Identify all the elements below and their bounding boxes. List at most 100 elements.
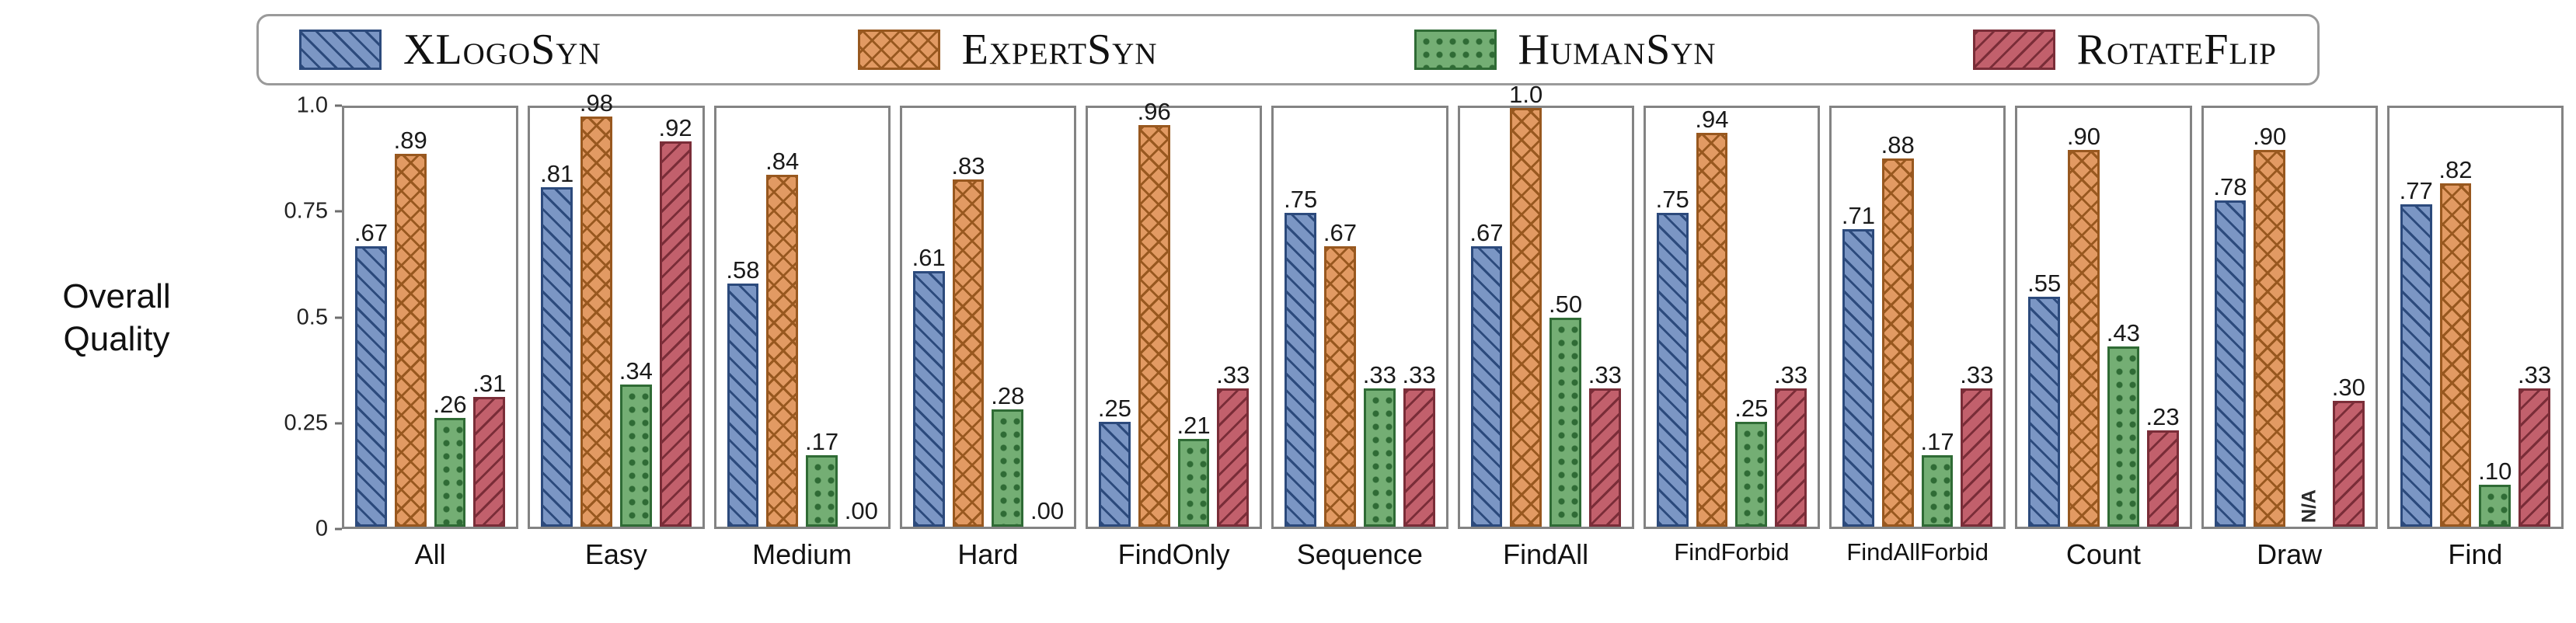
bar-value-label: .55 (2027, 269, 2062, 297)
bar-value-label: .33 (1216, 361, 1250, 389)
y-tick-label: 0.75 (284, 198, 328, 224)
legend-label: ExpertSyn (961, 26, 1158, 74)
y-tick-mark (335, 316, 342, 318)
x-tick-label: All (414, 538, 446, 570)
bar-group: .75 .94 .25.33 (1646, 106, 1818, 527)
bar-slot: .00 (845, 108, 878, 527)
bar-rotateflip-findforbid: .33 (1774, 361, 1807, 527)
bar-value-label: .61 (912, 244, 946, 272)
bar-slot: .33 (1363, 108, 1396, 527)
bar-slot: .58 (726, 108, 759, 527)
subplots: .67 .89 .26.31 All .81 .98 .34 .92 Easy .58 .84 .17… (342, 81, 2564, 571)
bar-humansyn-all: .26 (433, 391, 467, 527)
bar-value-label: .50 (1548, 290, 1583, 318)
bar-value-label: .83 (951, 151, 985, 179)
legend-label: XLogoSyn (403, 26, 601, 74)
legend-label: RotateFlip (2076, 26, 2277, 74)
legend-swatch-dots-icon (1413, 30, 1497, 70)
bar-slot: .10 (2478, 108, 2512, 527)
bar-slot: .67 (1469, 108, 1503, 527)
bar-value-label: .33 (1774, 361, 1808, 389)
x-tick-label: Sequence (1296, 538, 1423, 570)
bar-value-label: .94 (1695, 106, 1729, 134)
subplot-findforbid: .75 .94 .25.33 FindForbid (1643, 106, 1820, 571)
y-tick-mark (335, 527, 342, 531)
bar-value-label: .67 (354, 218, 388, 246)
bar-slot: .71 (1842, 108, 1875, 527)
bar-xlogosyn-findall: .67 (1469, 219, 1503, 527)
bar-group: .58 .84 .17 .00 (716, 108, 888, 527)
subplot-findonly: .25 .96 .21.33 FindOnly (1086, 98, 1263, 571)
bar-xlogosyn-find: .77 (2400, 177, 2433, 527)
plot-area: .75 .94 .25.33 (1643, 106, 1820, 529)
bar-slot: .33 (1960, 108, 1994, 527)
bar-value-label: .75 (1284, 185, 1318, 213)
bar-slot: .67 (354, 108, 388, 527)
x-tick-label: Easy (584, 538, 647, 570)
bar-humansyn-sequence: .33 (1363, 361, 1396, 527)
bar-xlogosyn-sequence: .75 (1284, 186, 1317, 527)
plot-area: .67 1.0 .50 .33 (1457, 81, 1634, 529)
plot-area: .71 .88 .17 .33 (1829, 106, 2006, 529)
x-tick-label: Hard (957, 538, 1019, 570)
bar-value-label: .33 (1960, 361, 1994, 389)
bar-value-label: .33 (2518, 361, 2552, 389)
bar-slot: .28 (991, 108, 1025, 527)
legend-swatch-back-diagonal-icon (1972, 30, 2055, 70)
bar-value-label: .81 (540, 160, 574, 188)
bar-slot: .89 (394, 108, 427, 527)
bar-slot: .33 (1588, 108, 1622, 527)
bar-expertsyn-findall: 1.0 (1509, 81, 1542, 527)
subplot-findall: .67 1.0 .50 .33 FindAll (1457, 81, 1634, 571)
bar-value-label: .96 (1137, 97, 1171, 125)
bar-value-label: .10 (2478, 458, 2512, 486)
bar-slot: .94 (1695, 106, 1729, 527)
subplot-medium: .58 .84 .17 .00 Medium (713, 106, 891, 571)
bar-chart-figure: XLogoSyn ExpertSyn HumanSyn RotateFlip Over… (0, 14, 2576, 623)
bar-slot: .33 (1774, 108, 1807, 527)
subplot-count: .55 .90 .43 .23 Count (2015, 106, 2192, 571)
plot-area: .67 .89 .26.31 (342, 106, 519, 529)
subplot-findallforbid: .71 .88 .17 .33 FindAllForbid (1829, 106, 2006, 571)
legend-entry-humansyn: HumanSyn (1413, 25, 1717, 75)
legend-entry-expertsyn: ExpertSyn (857, 25, 1158, 75)
bar-group: .75.67 .33.33 (1274, 108, 1445, 527)
bar-slot: .43 (2107, 108, 2140, 527)
bar-value-label: .23 (2146, 403, 2180, 431)
bar-value-label: .33 (1402, 361, 1436, 389)
bar-slot: .25 (1734, 108, 1768, 527)
bar-rotateflip-easy: .92 (659, 114, 692, 527)
bar-slot: .77 (2400, 108, 2433, 527)
bar-value-label: .28 (991, 382, 1025, 410)
bar-group: .78.90 N/A .30 (2204, 108, 2376, 527)
bar-value-label: .33 (1588, 361, 1622, 389)
bar-slot: .98 (580, 89, 613, 527)
bar-slot: 1.0 (1509, 81, 1542, 527)
bar-xlogosyn-count: .55 (2027, 270, 2061, 527)
bar-value-label: .21 (1176, 411, 1211, 439)
x-tick-label: Medium (752, 538, 852, 570)
bar-xlogosyn-medium: .58 (726, 256, 759, 527)
bar-expertsyn-sequence: .67 (1323, 219, 1357, 527)
bar-expertsyn-all: .89 (394, 127, 427, 527)
bar-xlogosyn-findforbid: .75 (1656, 186, 1689, 527)
bar-expertsyn-count: .90 (2067, 123, 2100, 527)
bar-xlogosyn-hard: .61 (912, 244, 946, 527)
bar-rotateflip-sequence: .33 (1403, 361, 1436, 527)
bar-slot: .17 (1920, 108, 1954, 527)
na-label: N/A (2298, 489, 2320, 523)
bar-slot: .82 (2438, 108, 2473, 527)
bar-humansyn-findforbid: .25 (1734, 395, 1768, 527)
subplot-easy: .81 .98 .34 .92 Easy (528, 89, 705, 571)
bar-expertsyn-draw: .90 (2253, 123, 2286, 527)
bar-slot: .96 (1138, 98, 1171, 527)
bar-humansyn-easy: .34 (619, 357, 653, 527)
bar-value-label: .90 (2253, 122, 2287, 150)
bar-slot: .25 (1098, 108, 1131, 527)
bar-rotateflip-findall: .33 (1588, 361, 1622, 527)
bar-value-label: .75 (1655, 185, 1689, 213)
bar-value-label: .34 (619, 357, 653, 385)
x-tick-label: Find (2448, 538, 2503, 570)
chart-area: Overall Quality 1.0 0.75 0.5 0.25 0 .67 .89 .2… (0, 81, 2576, 571)
bar-value-label: .77 (2399, 176, 2433, 204)
